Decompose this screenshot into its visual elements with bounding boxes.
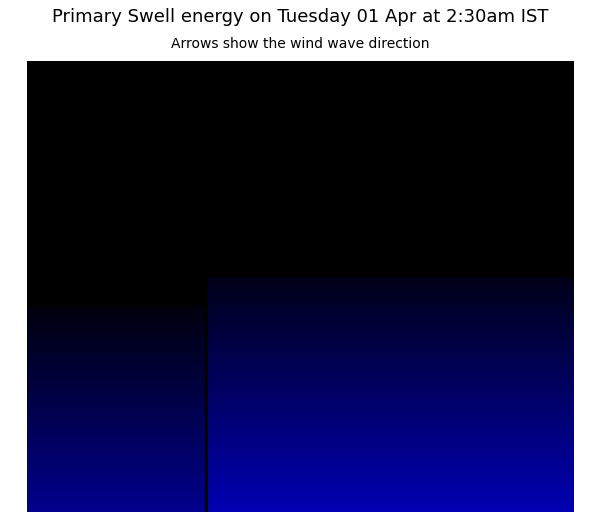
Text: Primary Swell energy on Tuesday 01 Apr at 2:30am IST: Primary Swell energy on Tuesday 01 Apr a… — [52, 8, 549, 26]
Text: Arrows show the wind wave direction: Arrows show the wind wave direction — [171, 37, 430, 51]
